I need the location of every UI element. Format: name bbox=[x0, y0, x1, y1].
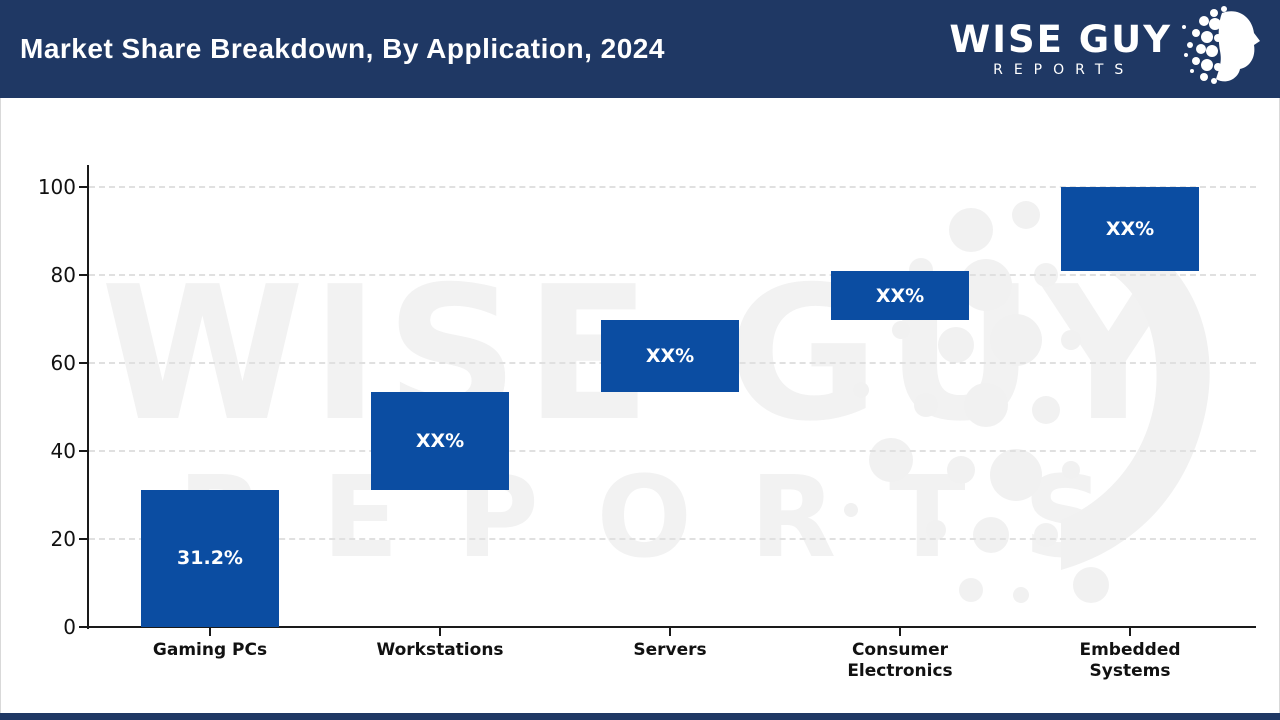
y-tick-100 bbox=[79, 186, 88, 188]
x-tick-label-0: Gaming PCs bbox=[152, 640, 268, 660]
gridline-40 bbox=[89, 450, 1256, 452]
y-tick-40 bbox=[79, 450, 88, 452]
x-tick-label-1: Workstations bbox=[376, 640, 504, 660]
y-tick-label-40: 40 bbox=[50, 439, 76, 463]
x-tick-0 bbox=[209, 628, 211, 636]
y-tick-60 bbox=[79, 362, 88, 364]
x-tick-label-2: Servers bbox=[633, 640, 707, 660]
bar-value-label: XX% bbox=[1105, 218, 1155, 241]
dotted-head-icon bbox=[1176, 5, 1262, 94]
footer-bar bbox=[0, 713, 1280, 720]
brand-logo-text: WISE GUY REPORTS bbox=[949, 21, 1172, 77]
y-tick-20 bbox=[79, 538, 88, 540]
x-tick-2 bbox=[669, 628, 671, 636]
watermark-reports-text: REPORTS bbox=[177, 453, 1163, 583]
y-tick-label-100: 100 bbox=[37, 175, 76, 199]
x-tick-label-4: Embedded Systems bbox=[1079, 640, 1181, 682]
bar-embedded-systems: XX% bbox=[1061, 187, 1199, 272]
bar-value-label: 31.2% bbox=[177, 547, 243, 570]
x-tick-3 bbox=[899, 628, 901, 636]
y-tick-0 bbox=[79, 626, 88, 628]
gridline-80 bbox=[89, 274, 1256, 276]
y-axis-line bbox=[87, 165, 89, 629]
y-tick-label-0: 0 bbox=[63, 615, 76, 639]
bar-value-label: XX% bbox=[875, 284, 925, 307]
y-tick-label-60: 60 bbox=[50, 351, 76, 375]
gridline-100 bbox=[89, 186, 1256, 188]
bar-gaming-pcs: 31.2% bbox=[141, 489, 279, 627]
bar-consumer-electronics: XX% bbox=[831, 271, 969, 321]
bar-value-label: XX% bbox=[415, 429, 465, 452]
x-tick-4 bbox=[1129, 628, 1131, 636]
y-tick-label-80: 80 bbox=[50, 263, 76, 287]
gridline-20 bbox=[89, 538, 1256, 540]
brand-name: WISE GUY bbox=[949, 18, 1172, 61]
brand-subname: REPORTS bbox=[993, 62, 1135, 78]
watermark-dotted-head bbox=[761, 190, 1261, 625]
y-tick-80 bbox=[79, 274, 88, 276]
page-title: Market Share Breakdown, By Application, … bbox=[20, 33, 665, 64]
brand-logo: WISE GUY REPORTS bbox=[949, 5, 1280, 94]
x-axis-line bbox=[87, 626, 1256, 628]
y-tick-label-20: 20 bbox=[50, 527, 76, 551]
x-tick-1 bbox=[439, 628, 441, 636]
bar-workstations: XX% bbox=[371, 392, 509, 490]
header-bar: Market Share Breakdown, By Application, … bbox=[0, 0, 1280, 98]
x-tick-label-3: Consumer Electronics bbox=[847, 640, 953, 682]
bar-value-label: XX% bbox=[645, 345, 695, 368]
bar-servers: XX% bbox=[601, 320, 739, 393]
